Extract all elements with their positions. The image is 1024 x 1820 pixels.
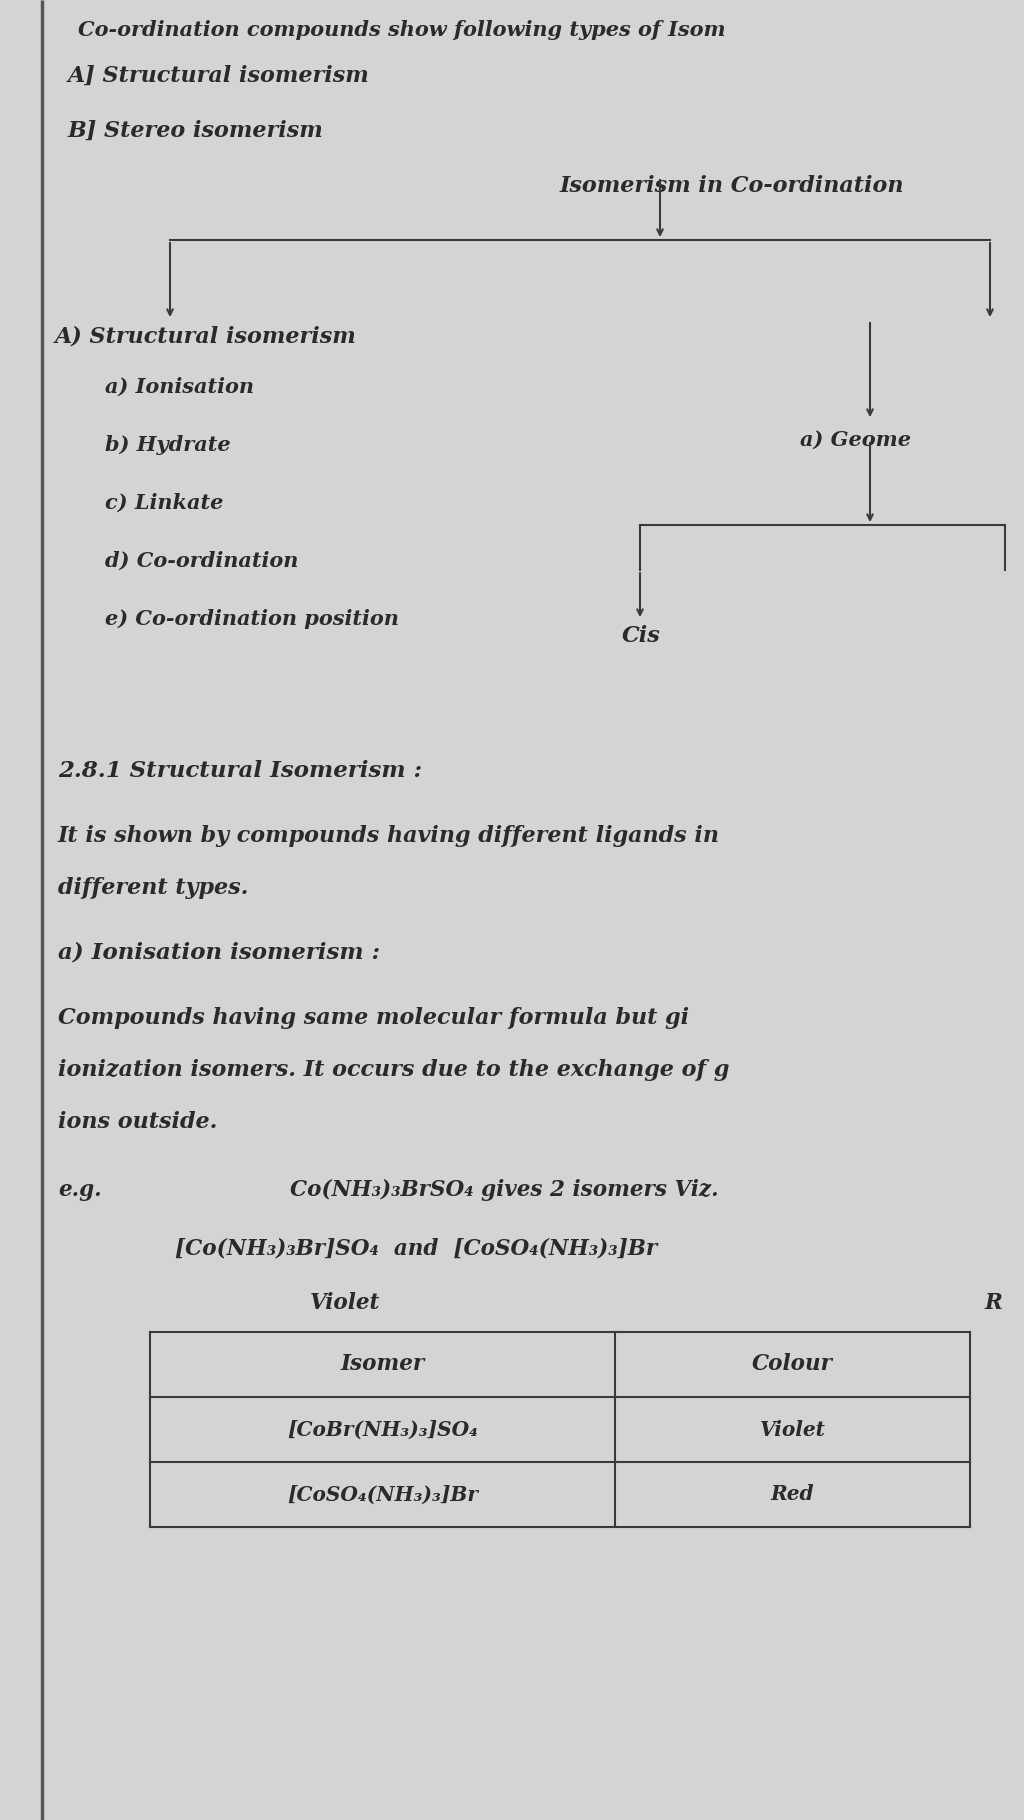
Text: [Co(NH₃)₃Br]SO₄  and  [CoSO₄(NH₃)₃]Br: [Co(NH₃)₃Br]SO₄ and [CoSO₄(NH₃)₃]Br: [175, 1238, 657, 1259]
Text: Co-ordination compounds show following types of Isom: Co-ordination compounds show following t…: [78, 20, 726, 40]
Text: Violet: Violet: [310, 1292, 380, 1314]
Text: A] Structural isomerism: A] Structural isomerism: [68, 66, 370, 87]
Text: a) Ionisation: a) Ionisation: [105, 377, 254, 397]
Text: ions outside.: ions outside.: [58, 1110, 217, 1134]
Text: Compounds having same molecular formula but gi: Compounds having same molecular formula …: [58, 1006, 689, 1028]
Text: d) Co-ordination: d) Co-ordination: [105, 551, 298, 571]
Text: Colour: Colour: [752, 1354, 833, 1376]
Text: R: R: [985, 1292, 1002, 1314]
Text: c) Linkate: c) Linkate: [105, 493, 223, 513]
Text: 2.8.1 Structural Isomerism :: 2.8.1 Structural Isomerism :: [58, 761, 422, 783]
Text: Cis: Cis: [622, 624, 660, 646]
Text: e.g.: e.g.: [58, 1179, 101, 1201]
Text: Violet: Violet: [760, 1420, 825, 1440]
Text: ionization isomers. It occurs due to the exchange of g: ionization isomers. It occurs due to the…: [58, 1059, 729, 1081]
Text: Co(NH₃)₃BrSO₄ gives 2 isomers Viz.: Co(NH₃)₃BrSO₄ gives 2 isomers Viz.: [290, 1179, 719, 1201]
Text: Isomerism in Co-ordination: Isomerism in Co-ordination: [560, 175, 904, 197]
Text: [CoSO₄(NH₃)₃]Br: [CoSO₄(NH₃)₃]Br: [287, 1485, 478, 1505]
Text: It is shown by compounds having different ligands in: It is shown by compounds having differen…: [58, 824, 720, 846]
Text: a) Geome: a) Geome: [800, 430, 911, 450]
Text: e) Co-ordination position: e) Co-ordination position: [105, 610, 399, 630]
Text: Isomer: Isomer: [340, 1354, 425, 1376]
Text: B] Stereo isomerism: B] Stereo isomerism: [68, 120, 324, 142]
Text: different types.: different types.: [58, 877, 249, 899]
Text: Red: Red: [771, 1485, 814, 1505]
Text: A) Structural isomerism: A) Structural isomerism: [55, 326, 356, 348]
Text: a) Ionisation isomerism :: a) Ionisation isomerism :: [58, 943, 380, 965]
Text: b) Hydrate: b) Hydrate: [105, 435, 230, 455]
Text: [CoBr(NH₃)₃]SO₄: [CoBr(NH₃)₃]SO₄: [287, 1420, 478, 1440]
